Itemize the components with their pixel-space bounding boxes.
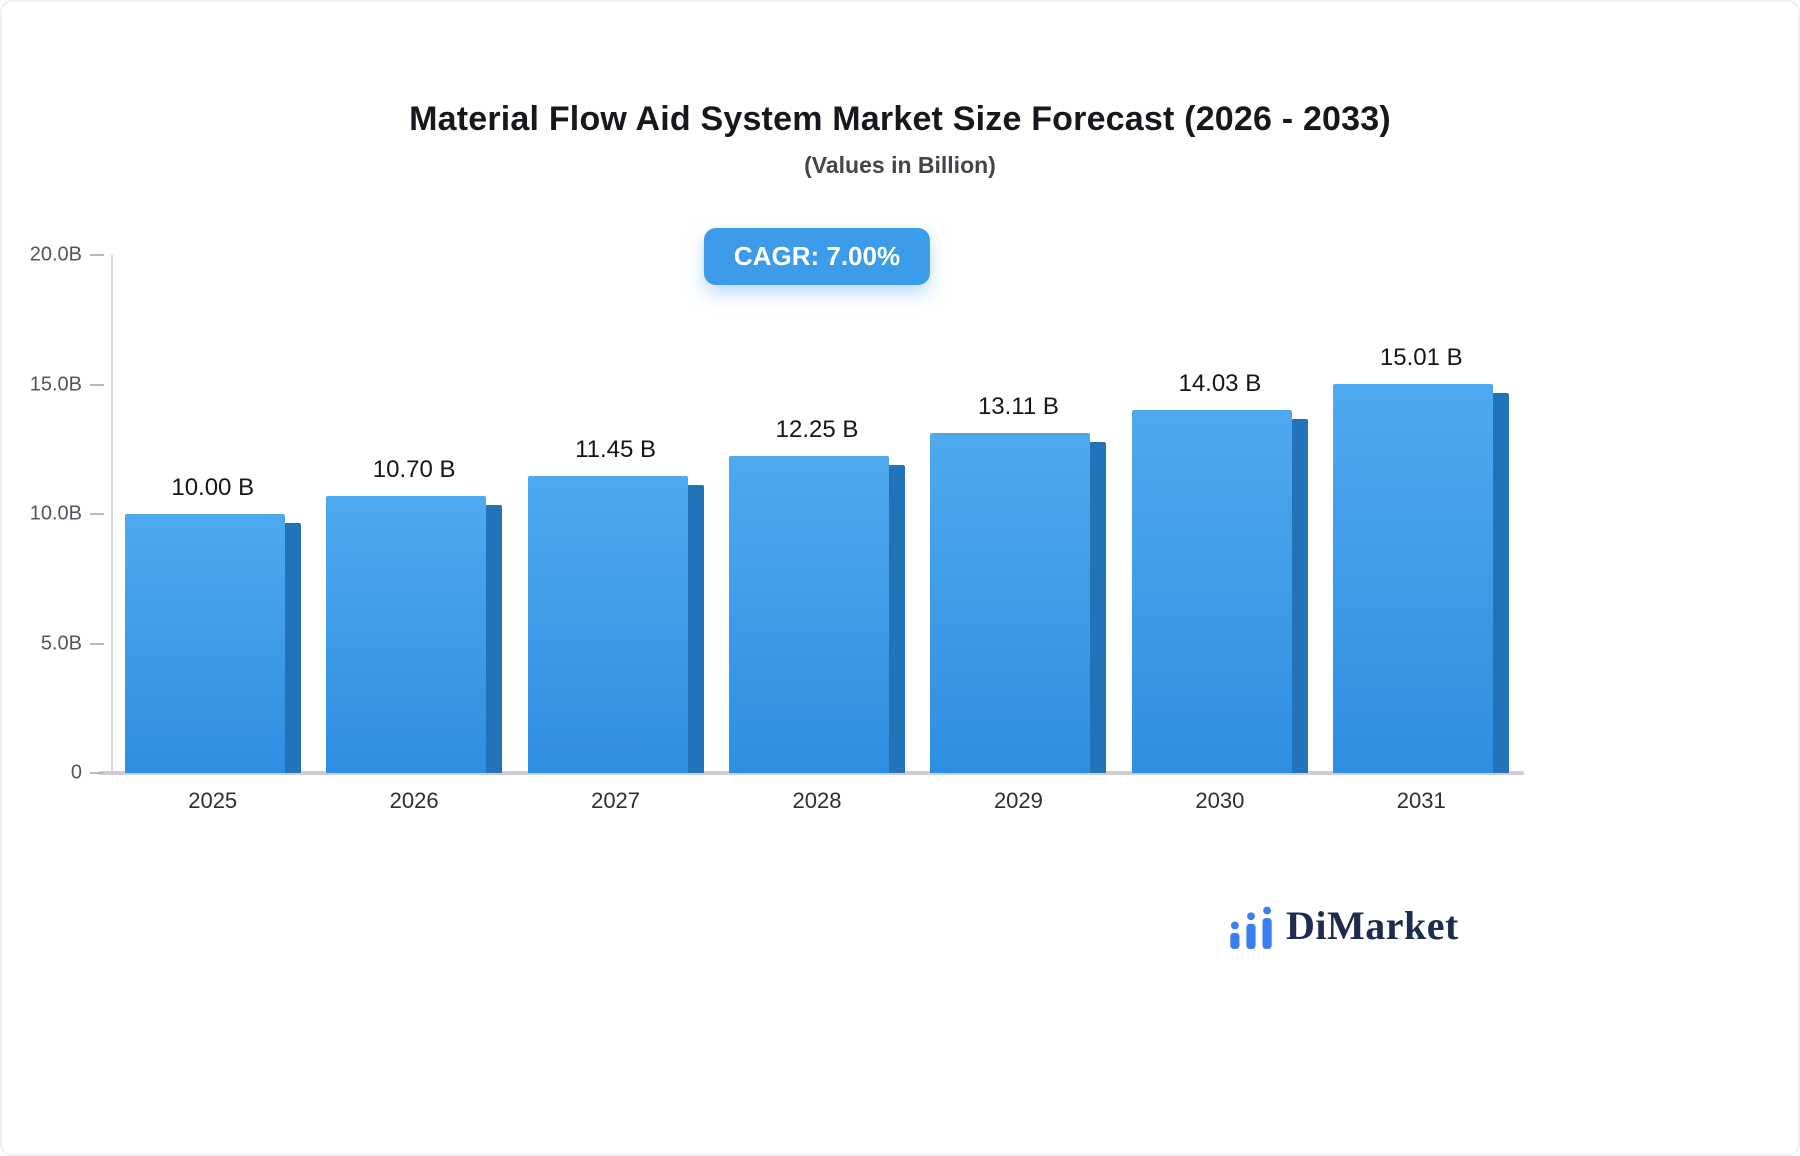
bar-value-label: 10.00 B (171, 474, 255, 501)
cagr-label: CAGR: 7.00% (733, 241, 901, 271)
bar-face (124, 514, 285, 773)
bar-side (687, 485, 704, 773)
x-tick-label: 2031 (1396, 788, 1446, 813)
bar-face (527, 476, 688, 773)
x-tick-label: 2027 (591, 788, 641, 813)
y-tick-label: 10.0B (29, 502, 82, 525)
bar-side (486, 504, 503, 773)
bar-2029 (930, 433, 1107, 773)
bar-face (1131, 409, 1292, 773)
bar-side (1090, 442, 1107, 773)
y-tick-label: 15.0B (29, 373, 82, 395)
x-tick-label: 2025 (188, 788, 238, 813)
bar-side (1493, 393, 1510, 773)
brand-name: DiMarket (1286, 903, 1459, 948)
y-tick-mark (90, 772, 104, 774)
bar-value-label: 10.70 B (372, 455, 456, 483)
bar-2028 (729, 455, 905, 773)
bar-value-label: 14.03 B (1178, 369, 1262, 397)
bar-2031 (1333, 384, 1510, 773)
x-tick-label: 2029 (993, 788, 1043, 813)
x-tick-label: 2026 (389, 788, 439, 813)
cagr-badge: CAGR: 7.00% (703, 228, 931, 285)
plot-area: 10.00 B 10.70 B 11.45 B 12.25 B 13.11 B 14.03… (112, 255, 1522, 773)
x-axis-line (98, 771, 1524, 775)
bar-2026 (326, 495, 503, 773)
brand-logo: DiMarket (1228, 902, 1459, 949)
bar-side (1291, 418, 1308, 773)
y-tick-label: 5.0B (40, 632, 82, 654)
y-tick-mark (90, 254, 104, 256)
y-tick-label: 0 (70, 761, 82, 784)
bar-face (1333, 384, 1494, 773)
bar-face (326, 495, 487, 773)
bar-side (284, 523, 301, 773)
y-tick-mark (90, 513, 104, 515)
bar-value-label: 15.01 B (1379, 344, 1463, 372)
y-tick-mark (90, 383, 104, 386)
x-tick-label: 2028 (792, 788, 842, 813)
chart-title: Material Flow Aid System Market Size For… (409, 100, 1391, 138)
bar-face (729, 455, 889, 773)
y-tick-label: 20.0B (29, 243, 82, 266)
bar-chart-icon (1230, 906, 1272, 949)
bar-2025 (124, 514, 301, 773)
bar-2027 (527, 476, 704, 773)
bar-side (889, 464, 905, 773)
chart-subtitle: (Values in Billion) (804, 152, 996, 178)
bar-value-label: 13.11 B (977, 393, 1059, 421)
bar-face (930, 433, 1091, 773)
y-tick-mark (90, 642, 104, 645)
bar-value-label: 12.25 B (775, 415, 859, 443)
bar-value-label: 11.45 B (575, 436, 657, 464)
y-axis-line (111, 255, 113, 773)
x-tick-label: 2030 (1195, 788, 1245, 813)
bar-2030 (1131, 409, 1308, 773)
